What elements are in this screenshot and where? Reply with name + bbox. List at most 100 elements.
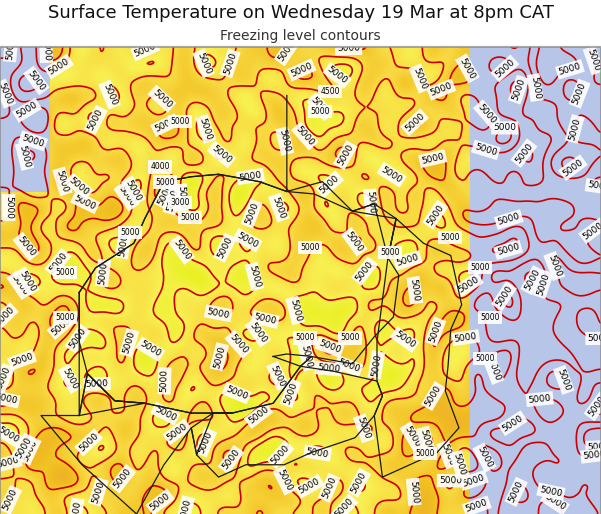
Text: 5000: 5000 xyxy=(216,235,234,260)
Text: 4500: 4500 xyxy=(320,87,340,96)
Text: 5000: 5000 xyxy=(465,498,489,514)
Text: 5000: 5000 xyxy=(243,201,260,226)
Text: 5000: 5000 xyxy=(408,480,419,504)
Text: 5000: 5000 xyxy=(9,273,29,297)
Text: 5000: 5000 xyxy=(0,426,20,445)
Text: 5000: 5000 xyxy=(458,56,477,81)
Text: 5000: 5000 xyxy=(49,315,73,337)
Text: 5000: 5000 xyxy=(310,107,330,116)
Text: 5000: 5000 xyxy=(538,485,563,499)
Text: 5000: 5000 xyxy=(354,259,375,283)
Text: 5000: 5000 xyxy=(247,264,262,289)
Text: 5000: 5000 xyxy=(133,41,157,59)
Text: 5000: 5000 xyxy=(20,133,46,149)
Text: 5000: 5000 xyxy=(493,123,516,133)
Text: 5000: 5000 xyxy=(197,430,215,455)
Text: 5000: 5000 xyxy=(336,358,361,374)
Text: 5000: 5000 xyxy=(180,213,200,222)
Text: 5000: 5000 xyxy=(567,117,582,141)
Text: 5000: 5000 xyxy=(17,144,32,169)
Text: 5000: 5000 xyxy=(282,381,299,406)
Text: 5000: 5000 xyxy=(253,313,277,326)
Text: 5000: 5000 xyxy=(334,497,356,514)
Text: 5000: 5000 xyxy=(112,467,133,490)
Text: 5000: 5000 xyxy=(70,500,82,514)
Text: 5000: 5000 xyxy=(587,180,601,193)
Text: 5000: 5000 xyxy=(165,421,189,442)
Text: 5000: 5000 xyxy=(419,428,433,453)
Text: 5000: 5000 xyxy=(379,165,404,185)
Text: 5000: 5000 xyxy=(156,182,175,207)
Text: 5000: 5000 xyxy=(318,173,341,195)
Text: 5000: 5000 xyxy=(276,39,297,63)
Text: 5000: 5000 xyxy=(0,305,16,327)
Text: 5000: 5000 xyxy=(26,68,47,93)
Text: 5000: 5000 xyxy=(470,263,490,272)
Text: 5000: 5000 xyxy=(21,438,39,463)
Text: 5000: 5000 xyxy=(558,62,582,77)
Text: 5000: 5000 xyxy=(513,141,534,165)
Text: 5000: 5000 xyxy=(15,100,39,120)
Text: 5000: 5000 xyxy=(235,231,260,250)
Text: 5000: 5000 xyxy=(485,358,502,382)
Text: 5000: 5000 xyxy=(496,212,521,227)
Text: 5000: 5000 xyxy=(320,475,338,500)
Text: 5000: 5000 xyxy=(523,268,542,292)
Text: 5000: 5000 xyxy=(47,57,72,77)
Text: 5000: 5000 xyxy=(392,329,416,350)
Text: 5000: 5000 xyxy=(87,107,105,132)
Text: Freezing level contours: Freezing level contours xyxy=(220,29,381,43)
Text: 5000: 5000 xyxy=(457,274,481,295)
Text: 5000: 5000 xyxy=(138,339,162,359)
Text: 5000: 5000 xyxy=(73,193,97,211)
Text: 5000: 5000 xyxy=(150,87,174,110)
Text: 5000: 5000 xyxy=(511,77,527,102)
Text: 5000: 5000 xyxy=(16,234,37,258)
Text: 5000: 5000 xyxy=(270,195,287,220)
Text: 5000: 5000 xyxy=(275,468,294,493)
Text: 5000: 5000 xyxy=(441,233,460,242)
Text: 5000: 5000 xyxy=(454,332,478,344)
Text: 5000: 5000 xyxy=(356,416,372,440)
Text: 5000: 5000 xyxy=(85,379,109,389)
Text: 5000: 5000 xyxy=(178,498,192,514)
Text: 5000: 5000 xyxy=(309,95,331,118)
Text: 5000: 5000 xyxy=(561,157,585,178)
Text: 5000: 5000 xyxy=(475,445,494,470)
Text: 5000: 5000 xyxy=(317,339,342,355)
Text: 5000: 5000 xyxy=(221,448,242,471)
Text: 5000: 5000 xyxy=(462,472,486,488)
Text: 5000: 5000 xyxy=(206,307,231,320)
Text: 5000: 5000 xyxy=(176,186,186,209)
Text: 5000: 5000 xyxy=(91,480,106,504)
Text: 5000: 5000 xyxy=(160,370,169,393)
Text: 5000: 5000 xyxy=(55,169,70,194)
Text: 5000: 5000 xyxy=(403,111,426,134)
Text: 5000: 5000 xyxy=(587,334,601,343)
Text: 5000: 5000 xyxy=(380,248,400,257)
Text: 5000: 5000 xyxy=(67,176,91,197)
Text: 5000: 5000 xyxy=(395,253,420,268)
Text: 5000: 5000 xyxy=(212,344,227,369)
Text: 5000: 5000 xyxy=(427,319,444,344)
Text: 5000: 5000 xyxy=(370,353,383,377)
Text: 5000: 5000 xyxy=(120,228,140,237)
Text: 5000: 5000 xyxy=(402,424,422,449)
Text: 5000: 5000 xyxy=(501,413,525,433)
Text: 5000: 5000 xyxy=(571,81,588,106)
Text: 5000: 5000 xyxy=(121,331,136,355)
Text: 5000: 5000 xyxy=(555,368,572,392)
Text: 5000: 5000 xyxy=(288,298,302,323)
Text: 5000: 5000 xyxy=(0,81,13,106)
Text: 5000: 5000 xyxy=(5,36,16,60)
Text: 5000: 5000 xyxy=(0,393,18,406)
Text: 5000: 5000 xyxy=(493,58,516,80)
Text: 5000: 5000 xyxy=(101,82,118,107)
Text: 5000: 5000 xyxy=(439,476,462,485)
Text: 5000: 5000 xyxy=(195,51,212,76)
Text: 5000: 5000 xyxy=(365,191,376,214)
Text: 5000: 5000 xyxy=(581,220,601,241)
Text: 5000: 5000 xyxy=(340,334,360,342)
Text: 5000: 5000 xyxy=(475,354,495,362)
Text: 5000: 5000 xyxy=(1,488,19,512)
